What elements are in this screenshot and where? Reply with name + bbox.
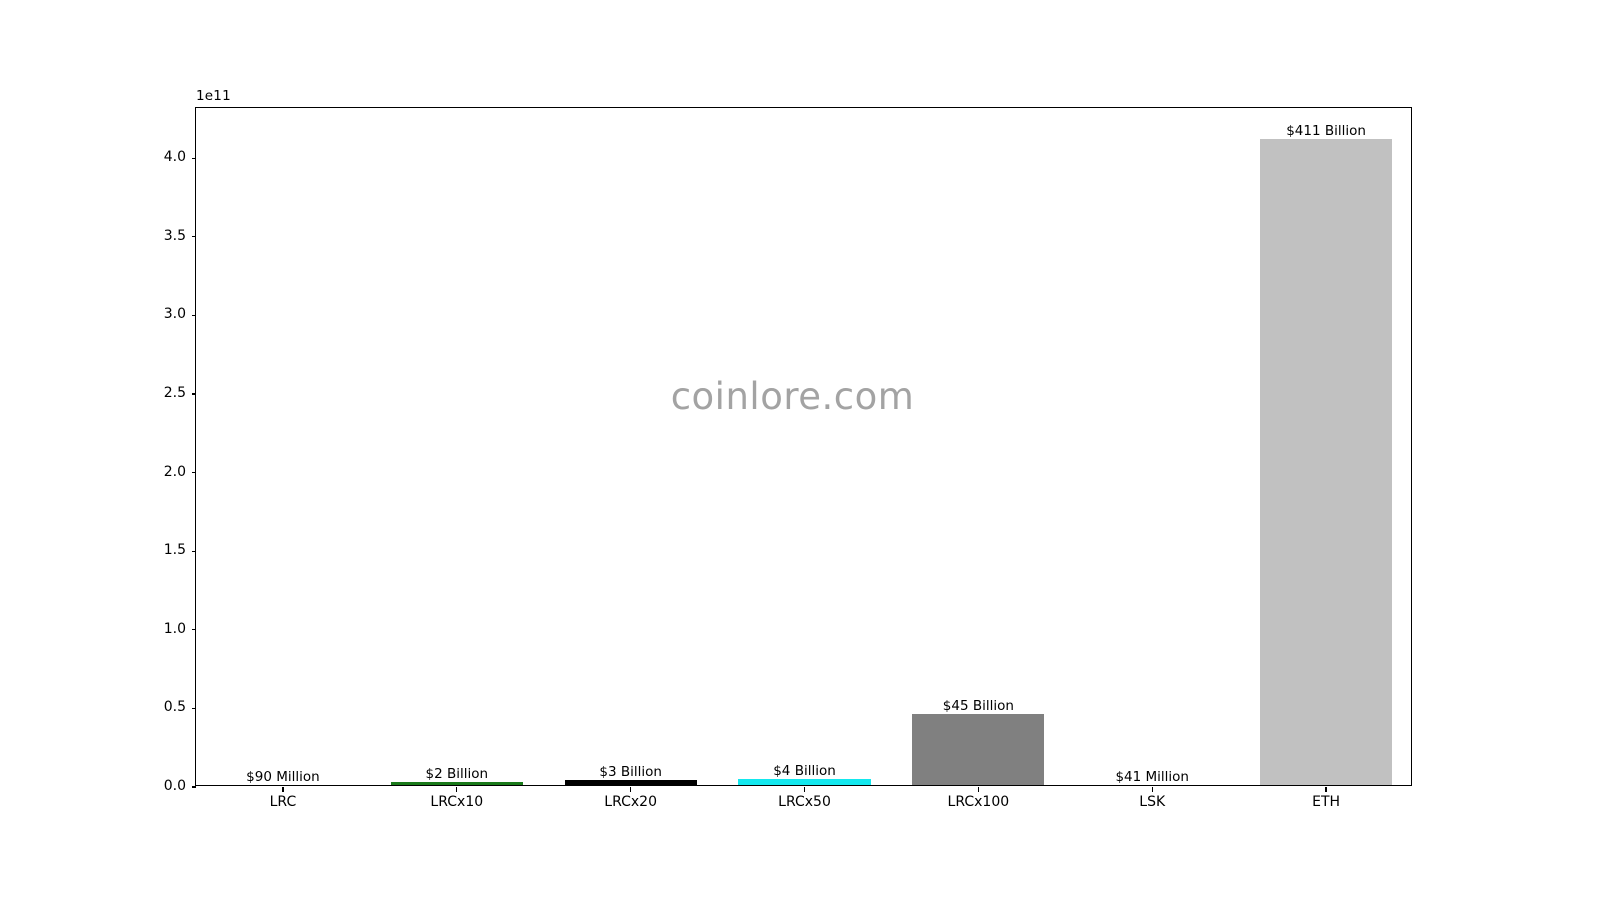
y-tick-label: 3.5	[163, 227, 186, 244]
y-tick-label: 3.0	[163, 306, 186, 323]
y-tick-label: 2.5	[163, 385, 186, 402]
y-tick-mark	[191, 314, 196, 317]
x-tick-label: LRC	[269, 794, 297, 810]
y-tick-label: 1.5	[163, 542, 186, 559]
x-tick-mark	[629, 787, 632, 792]
bar-value-label: $90 Million	[246, 768, 320, 785]
y-tick-label: 0.5	[163, 699, 186, 716]
y-tick-mark	[191, 629, 196, 631]
bar-value-label: $41 Million	[1115, 768, 1189, 785]
y-tick-mark	[191, 393, 196, 395]
bar	[1260, 139, 1393, 785]
x-tick-label: ETH	[1312, 794, 1341, 810]
y-tick-mark	[191, 786, 196, 788]
y-tick-mark	[191, 550, 196, 552]
bar	[390, 781, 523, 785]
plot-area: coinlore.com 0.0 0.5 1.0 1.5 2.0 2.5 3.0 3.5 4.0…	[164, 107, 1412, 810]
x-tick-mark	[803, 787, 806, 792]
x-tick-mark	[1151, 787, 1153, 792]
x-tick-mark	[456, 787, 458, 792]
y-tick-mark	[191, 236, 196, 238]
y-tick-mark	[191, 707, 196, 710]
bar	[738, 778, 871, 785]
y-tick-mark	[191, 471, 196, 474]
x-tick-label: LRCx20	[604, 794, 657, 810]
y-tick-label: 0.0	[163, 778, 186, 794]
y-tick-label: 4.0	[163, 149, 186, 166]
bar-value-label: $411 Billion	[1286, 123, 1366, 139]
bar-value-label: $2 Billion	[425, 765, 489, 782]
y-tick-mark	[191, 157, 196, 159]
bar-value-label: $45 Billion	[942, 698, 1014, 715]
x-tick-label: LSK	[1139, 794, 1166, 810]
bar	[564, 780, 697, 785]
y-axis-offset-label: 1e11	[196, 88, 231, 104]
bar	[912, 714, 1045, 785]
y-tick-label: 2.0	[163, 463, 186, 480]
bar-value-label: $4 Billion	[773, 762, 836, 779]
watermark: coinlore.com	[196, 108, 1411, 785]
watermark-text: coinlore.com	[670, 375, 915, 418]
x-tick-label: LRCx10	[430, 794, 484, 810]
x-tick-mark	[282, 787, 284, 792]
bar-value-label: $3 Billion	[599, 764, 662, 781]
x-tick-label: LRCx50	[778, 794, 831, 810]
x-tick-mark	[977, 787, 979, 792]
x-tick-mark	[1325, 787, 1327, 792]
x-tick-label: LRCx100	[947, 794, 1010, 810]
y-tick-label: 1.0	[163, 620, 186, 637]
